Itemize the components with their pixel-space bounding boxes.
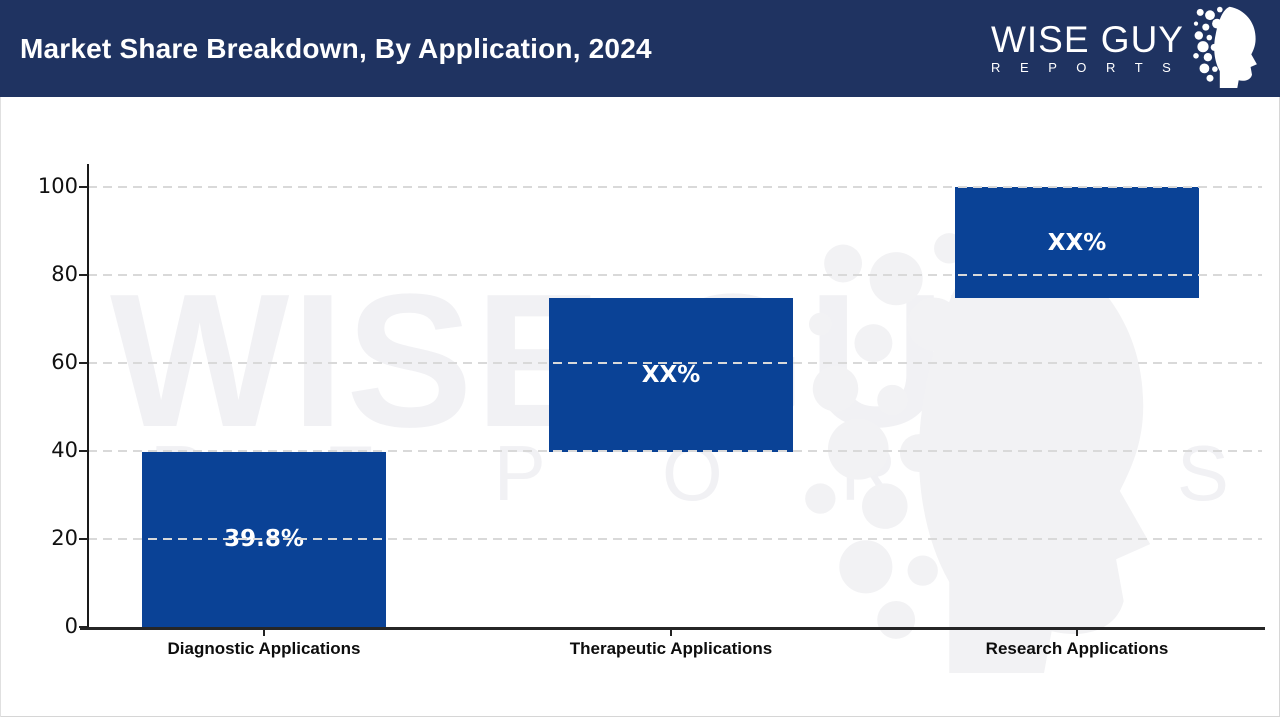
head-silhouette-icon xyxy=(1186,4,1262,93)
y-tick-mark xyxy=(79,362,88,364)
y-tick-mark xyxy=(79,274,88,276)
y-axis xyxy=(87,164,89,630)
y-tick-label: 60 xyxy=(51,350,78,374)
page-edge-bottom xyxy=(0,716,1280,717)
gridline xyxy=(88,450,1262,452)
page-edge-left xyxy=(0,97,1,717)
x-tick-mark xyxy=(1076,630,1078,636)
x-category-label: Therapeutic Applications xyxy=(569,639,773,658)
bar-segment: XX% xyxy=(955,187,1199,299)
y-tick-mark xyxy=(79,626,88,628)
y-tick-label: 100 xyxy=(37,174,78,198)
gridline xyxy=(88,538,1262,540)
y-tick-mark xyxy=(79,538,88,540)
x-axis xyxy=(80,627,1265,630)
y-tick-mark xyxy=(79,450,88,452)
gridline xyxy=(88,186,1262,188)
y-tick-label: 80 xyxy=(51,262,78,286)
y-tick-label: 40 xyxy=(51,438,78,462)
gridline xyxy=(88,274,1262,276)
x-category-label: Research Applications xyxy=(985,639,1169,658)
header: Market Share Breakdown, By Application, … xyxy=(0,0,1280,97)
logo-subtitle: R E P O R T S xyxy=(990,60,1179,75)
logo-wordmark: WISE GUY xyxy=(990,19,1184,60)
gridline xyxy=(88,362,1262,364)
x-tick-mark xyxy=(263,630,265,636)
y-tick-mark xyxy=(79,186,88,188)
bar-value-label: XX% xyxy=(1047,229,1107,256)
y-tick-label: 0 xyxy=(64,614,78,638)
wise-guy-reports-logo: WISE GUY R E P O R T S xyxy=(991,4,1262,93)
y-tick-label: 20 xyxy=(51,526,78,550)
page-title: Market Share Breakdown, By Application, … xyxy=(20,32,652,64)
x-tick-mark xyxy=(670,630,672,636)
bar-segment: XX% xyxy=(549,298,793,452)
x-category-label: Diagnostic Applications xyxy=(167,639,361,658)
bar-value-label: XX% xyxy=(641,362,701,389)
logo-text: WISE GUY R E P O R T S xyxy=(990,19,1184,75)
